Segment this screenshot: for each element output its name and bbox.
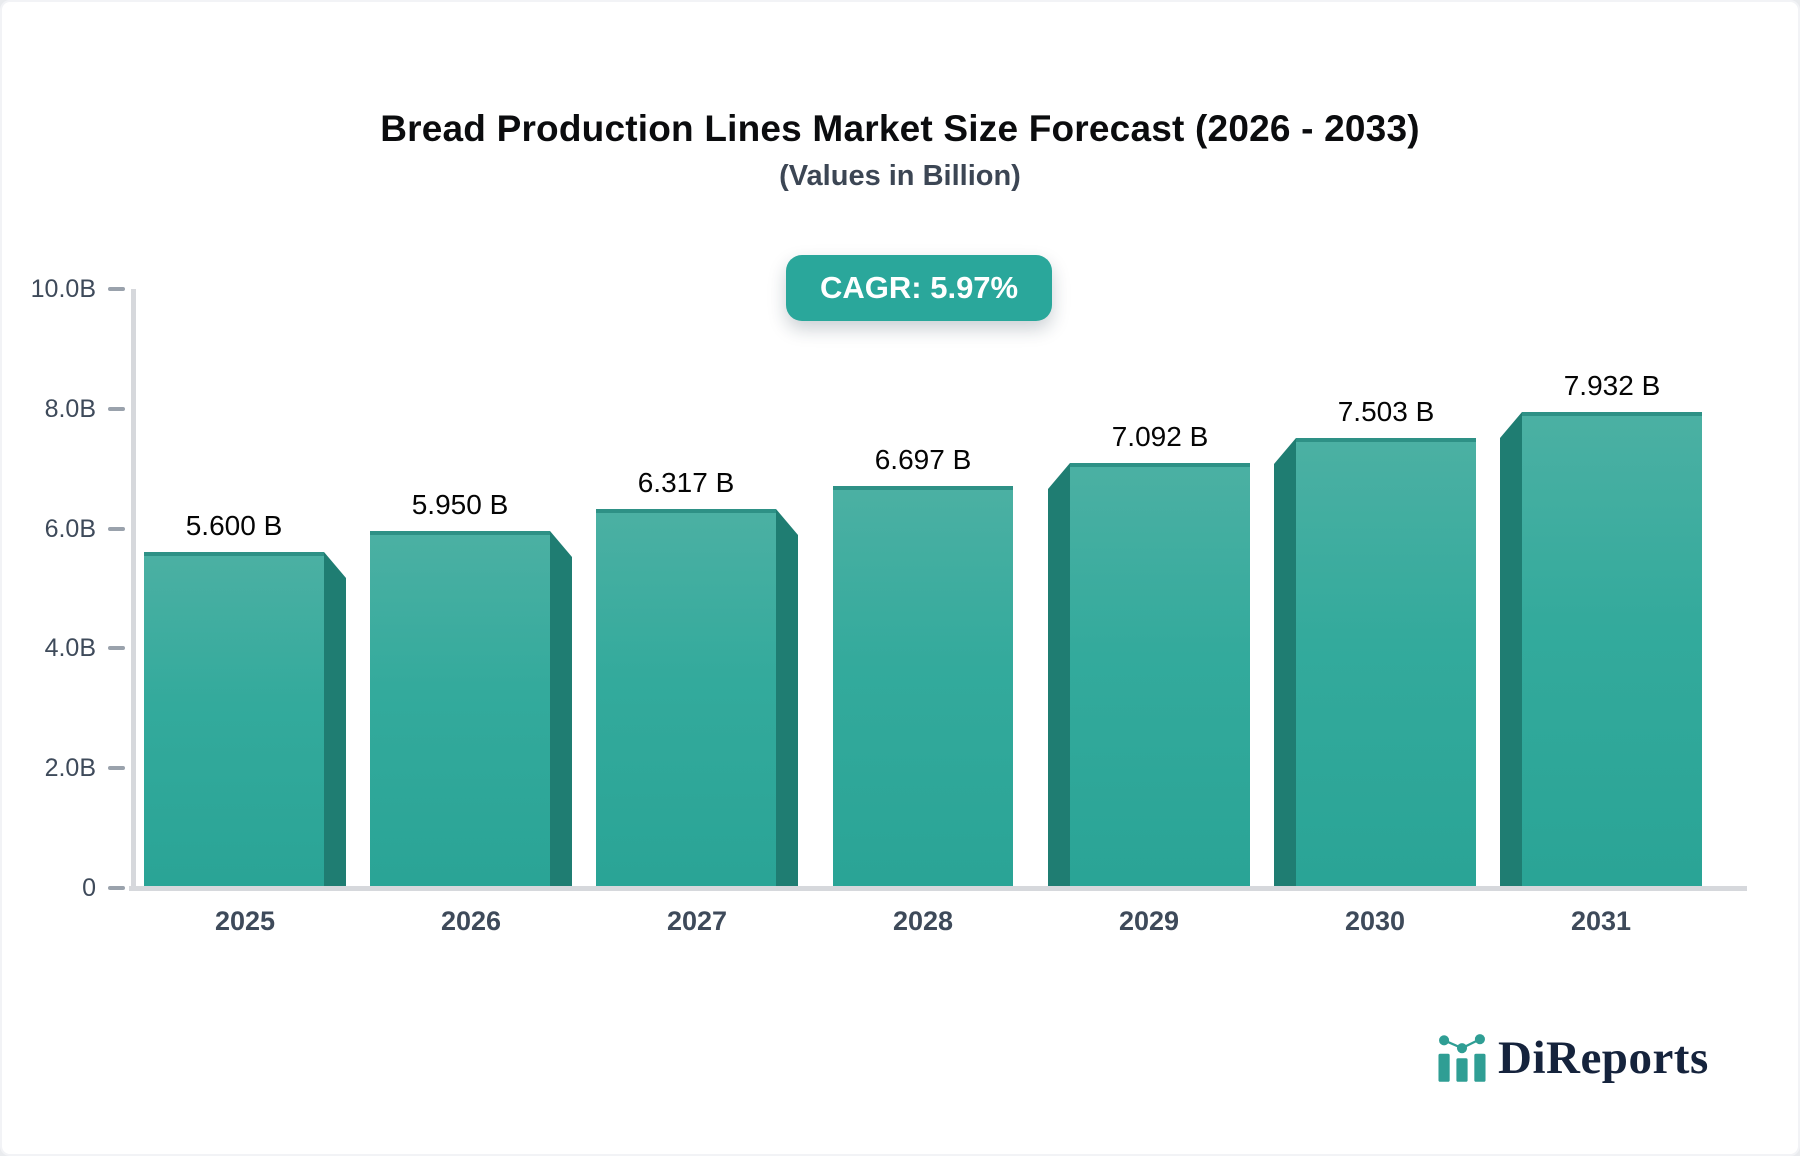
bar-value-label: 5.950 B <box>411 489 509 520</box>
bar-face <box>370 531 550 886</box>
x-tick-label-2026: 2026 <box>440 906 502 936</box>
bar-face <box>144 552 324 886</box>
y-tick-dash <box>108 287 125 291</box>
bar-slot-2026: 5.950 B <box>370 489 572 886</box>
bar-3d-side <box>1500 412 1522 886</box>
brand-logo: DiReports <box>1434 1028 1709 1084</box>
chart-title: Bread Production Lines Market Size Forec… <box>380 108 1420 149</box>
bar-3d-side <box>1048 463 1070 886</box>
x-tick-label-2029: 2029 <box>1118 906 1180 936</box>
bar-face <box>1070 463 1250 886</box>
bar-slot-2025: 5.600 B <box>144 510 346 886</box>
bar-2027[interactable]: 6.317 B <box>596 467 798 886</box>
bar-2031[interactable]: 7.932 B <box>1500 370 1702 886</box>
bar-slot-2027: 6.317 B <box>596 467 798 886</box>
cagr-badge: CAGR: 5.97% <box>786 255 1053 321</box>
bar-2025[interactable]: 5.600 B <box>144 510 346 886</box>
y-tick-dash <box>108 406 125 411</box>
bar-2028[interactable]: 6.697 B <box>833 444 1013 886</box>
bar-value-label: 7.503 B <box>1337 396 1435 427</box>
bar-slot-2030: 7.503 B <box>1274 396 1476 886</box>
bar-3d-side <box>776 509 798 886</box>
y-tick-dash <box>108 886 125 890</box>
bar-value-label: 6.317 B <box>637 467 735 498</box>
bar-value-label: 5.600 B <box>185 510 283 541</box>
bar-face <box>1296 438 1476 886</box>
x-axis-labels: 2025 2026 2027 2028 2029 2030 2031 <box>144 906 1702 937</box>
bar-3d-side <box>324 552 346 886</box>
mini-bar-chart-icon <box>1438 1034 1486 1082</box>
bar-3d-side <box>1274 438 1296 886</box>
bar-slot-2029: 7.092 B <box>1048 421 1250 886</box>
bar-value-label: 7.932 B <box>1563 370 1661 401</box>
y-tick-dash <box>108 646 125 651</box>
x-axis-line <box>129 886 1747 891</box>
x-tick-label-2030: 2030 <box>1344 906 1406 936</box>
x-tick-label-2027: 2027 <box>666 906 728 936</box>
y-tick-label: 2.0B <box>44 754 96 783</box>
y-axis-line <box>131 289 136 888</box>
y-tick-dash <box>108 526 125 531</box>
bar-value-label: 7.092 B <box>1111 421 1209 452</box>
y-tick-label: 6.0B <box>44 514 96 543</box>
y-tick-label: 8.0B <box>44 394 96 423</box>
bar-2029[interactable]: 7.092 B <box>1048 421 1250 886</box>
bars-row: 5.600 B 5.950 B 6.317 B 6.697 B 7.092 B 7.503… <box>144 289 1702 886</box>
y-tick-label: 0 <box>82 874 96 902</box>
bar-value-label: 6.697 B <box>874 444 972 475</box>
x-tick-label-2025: 2025 <box>214 906 276 936</box>
bar-2030[interactable]: 7.503 B <box>1274 396 1476 886</box>
bar-face <box>1522 412 1702 886</box>
bar-2026[interactable]: 5.950 B <box>370 489 572 886</box>
x-tick-label-2031: 2031 <box>1570 906 1632 936</box>
x-tick-label-2028: 2028 <box>892 906 954 936</box>
y-tick-label: 4.0B <box>44 634 96 663</box>
y-tick-dash <box>108 766 125 771</box>
bar-face <box>596 509 776 886</box>
chart-subtitle: (Values in Billion) <box>779 160 1021 192</box>
bar-face <box>833 486 1013 886</box>
brand-name: DiReports <box>1498 1032 1709 1084</box>
bar-slot-2031: 7.932 B <box>1500 370 1702 886</box>
y-tick-label: 10.0B <box>30 275 96 303</box>
bar-slot-2028: 6.697 B <box>822 444 1024 886</box>
bar-3d-side <box>550 531 572 886</box>
